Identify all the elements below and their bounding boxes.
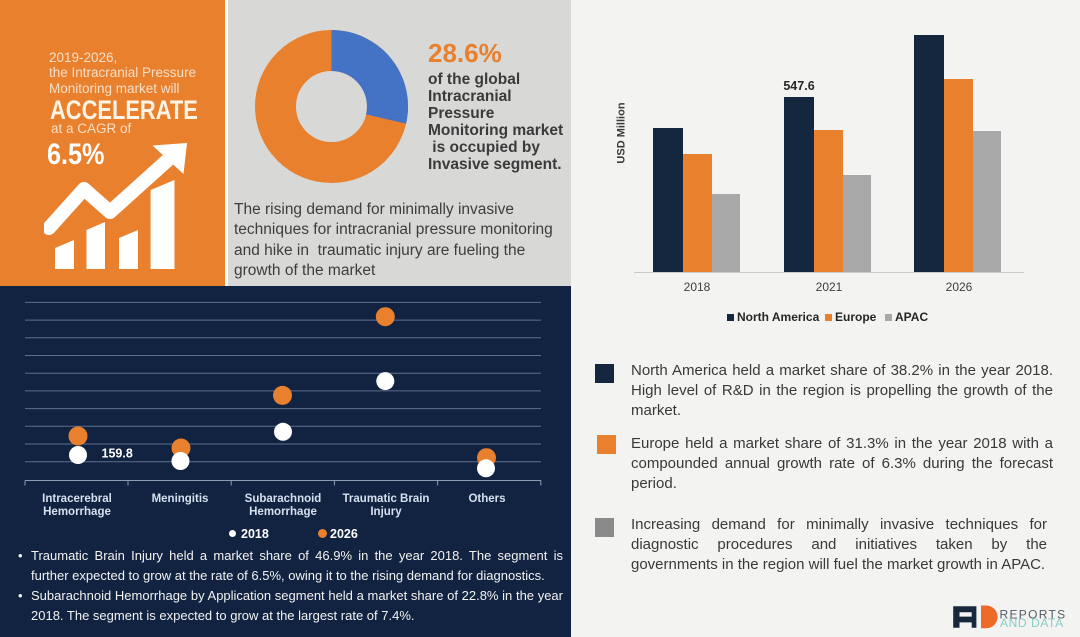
svg-text:159.8: 159.8 (102, 447, 133, 461)
svg-text:AND DATA: AND DATA (1000, 616, 1064, 630)
svg-text:REPORTS: REPORTS (1000, 608, 1067, 622)
svg-text:USD Million: USD Million (616, 102, 628, 163)
svg-text:547.6: 547.6 (783, 79, 814, 93)
